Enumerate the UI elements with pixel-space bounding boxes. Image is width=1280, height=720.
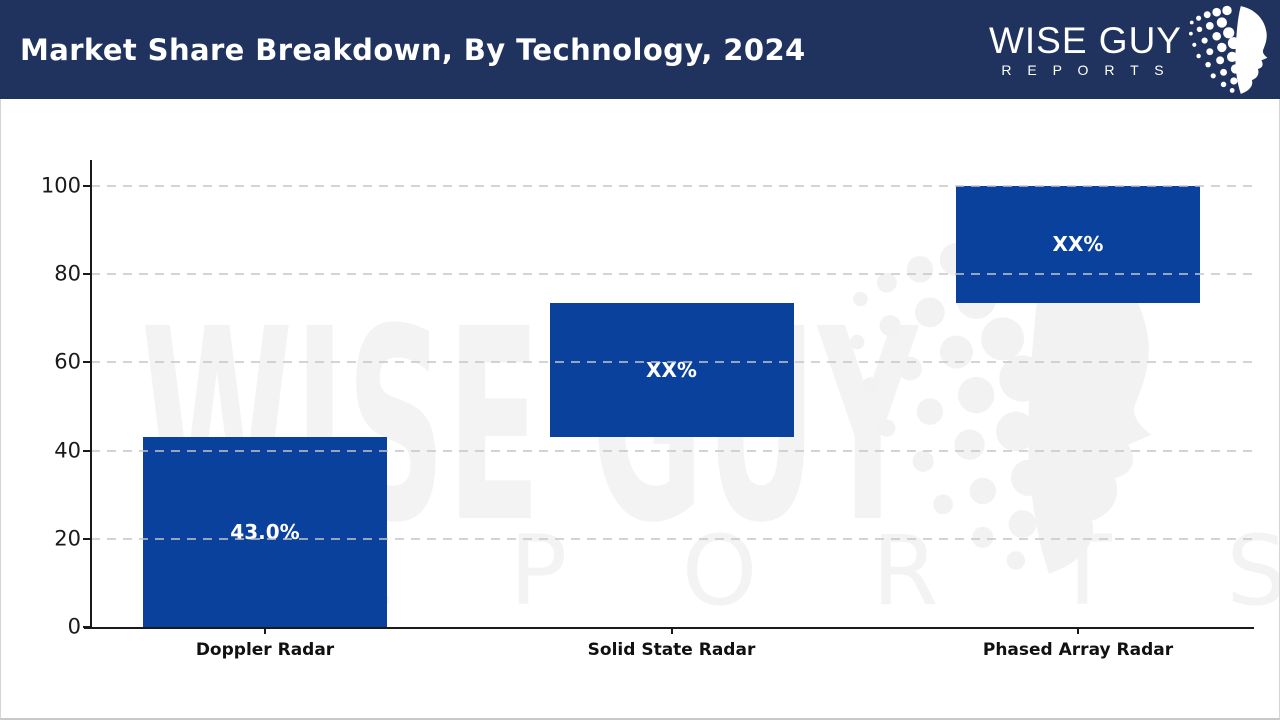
y-tick-label: 60 [54, 349, 81, 374]
wiseguy-logo: WISE GUY R E P O R T S [989, 4, 1270, 96]
x-axis-line [84, 627, 1254, 629]
y-tick-mark [83, 361, 91, 364]
x-tick-mark [264, 627, 266, 634]
wiseguy-logo-text: WISE GUY R E P O R T S [988, 20, 1182, 78]
bar-2: XX% [549, 302, 794, 438]
bar-value-label: XX% [1052, 232, 1104, 257]
header-bar: Market Share Breakdown, By Technology, 2… [0, 0, 1280, 99]
x-category-label: Phased Array Radar [982, 640, 1174, 660]
gridline-60 [91, 361, 1254, 364]
y-axis-line [90, 160, 92, 629]
y-tick-mark [83, 185, 91, 187]
x-category-label: Doppler Radar [195, 640, 335, 660]
gridline-100 [91, 185, 1254, 187]
y-tick-mark [83, 537, 91, 540]
bar-3: XX% [956, 186, 1200, 303]
gridline-20 [91, 537, 1254, 540]
y-tick-label: 80 [54, 261, 81, 286]
x-tick-mark [1077, 627, 1079, 634]
bar-value-label: 43.0% [230, 520, 300, 545]
y-tick-mark [83, 626, 91, 628]
x-category-label: Solid State Radar [587, 640, 756, 660]
watermark-face-icon [829, 233, 1163, 577]
y-tick-mark [83, 449, 91, 452]
wiseguy-logo-subtitle: R E P O R T S [1001, 61, 1170, 78]
y-tick-label: 0 [67, 614, 81, 639]
y-tick-label: 100 [40, 173, 81, 198]
gridline-40 [91, 449, 1254, 452]
wiseguy-logo-wordmark: WISE GUY [988, 20, 1182, 62]
y-tick-label: 20 [54, 526, 81, 551]
y-tick-mark [83, 273, 91, 276]
chart-plot-container: WISE GUY R E P O R T S 0 20 40 60 80 100 43.0%… [0, 99, 1280, 720]
gridline-80 [91, 273, 1254, 276]
y-tick-label: 40 [54, 438, 81, 463]
x-tick-mark [670, 627, 673, 634]
bar-1: 43.0% [143, 437, 387, 627]
wiseguy-face-icon [1184, 5, 1270, 95]
chart-title: Market Share Breakdown, By Technology, 2… [20, 32, 806, 67]
